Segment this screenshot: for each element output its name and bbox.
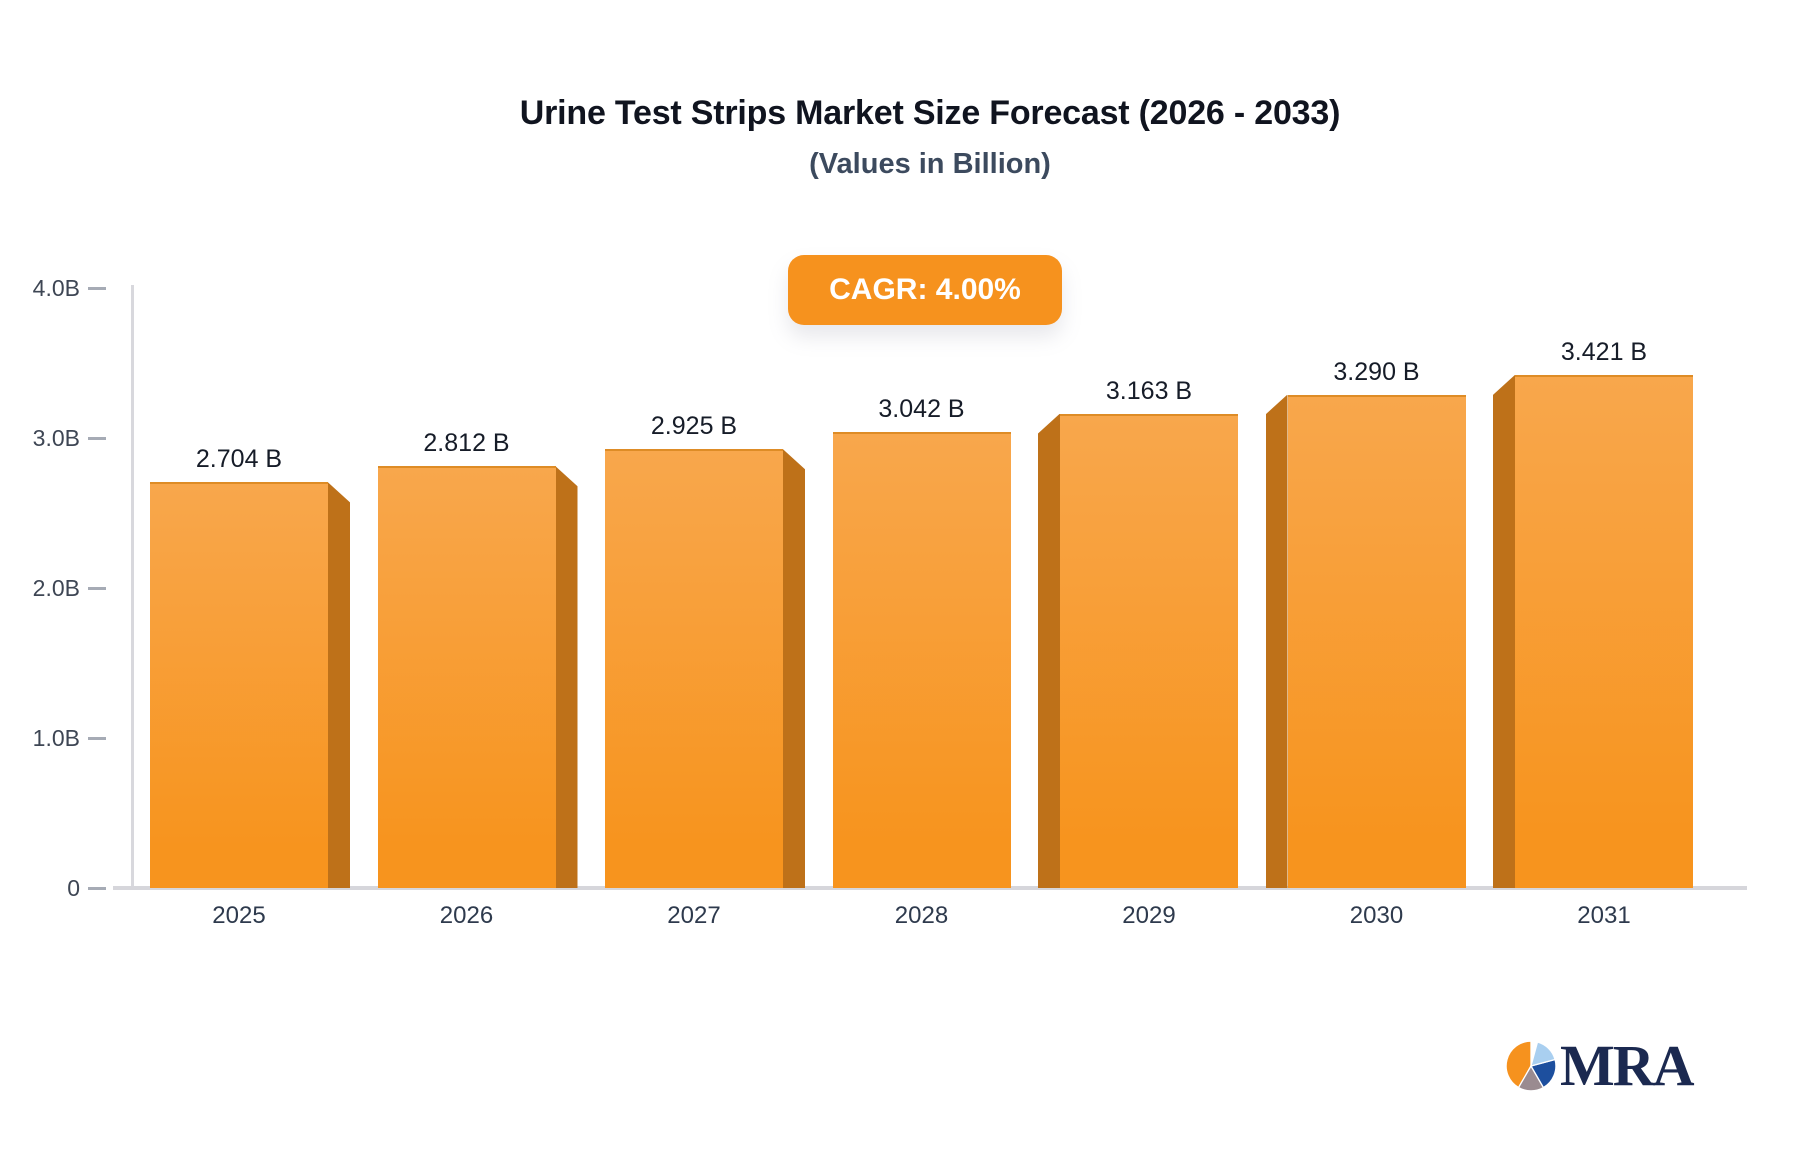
y-axis-tick [88, 587, 106, 590]
y-axis-label-4.0B: 4.0B [32, 275, 80, 301]
y-axis-label-3.0B: 3.0B [32, 425, 80, 451]
cagr-badge: CAGR: 4.00% [788, 255, 1062, 325]
bar-side-face-2029 [1038, 413, 1060, 888]
y-axis-label-2.0B: 2.0B [32, 575, 80, 601]
bar-value-label-2031: 3.421 B [1560, 337, 1648, 366]
bar-side-face-2027 [783, 449, 805, 888]
y-axis-line [131, 285, 134, 888]
x-axis-label-2027: 2027 [667, 902, 721, 929]
x-axis-line [113, 886, 1747, 890]
bar-2027 [605, 449, 783, 888]
y-axis-tick [88, 887, 106, 890]
x-axis-label-2026: 2026 [439, 902, 494, 929]
y-axis-tick [88, 737, 106, 740]
bar-2030 [1287, 394, 1466, 888]
bar-2028 [832, 431, 1011, 888]
chart-title: Urine Test Strips Market Size Forecast (… [519, 94, 1341, 132]
logo-pie-slice-light-blue [1530, 1041, 1556, 1067]
y-axis-label-1.0B: 1.0B [32, 725, 80, 751]
bar-2026 [377, 466, 556, 888]
bar-value-label-2027: 2.925 B [650, 412, 738, 441]
y-axis-label-0: 0 [67, 875, 80, 901]
bar-2029 [1060, 413, 1238, 888]
y-axis-tick [88, 437, 106, 440]
bar-side-face-2025 [328, 482, 350, 888]
bar-side-face-2031 [1493, 374, 1515, 888]
x-axis-label-2030: 2030 [1349, 902, 1404, 929]
x-axis-label-2028: 2028 [894, 902, 949, 929]
bar-2025 [150, 482, 328, 888]
x-axis-label-2031: 2031 [1577, 902, 1631, 929]
pie-chart-logo-icon [1505, 1040, 1557, 1092]
logo-text: MRA [1560, 1033, 1695, 1098]
bar-2031 [1515, 374, 1693, 888]
bar-value-label-2026: 2.812 B [423, 429, 510, 458]
bar-value-label-2030: 3.290 B [1333, 357, 1420, 386]
bar-value-label-2025: 2.704 B [195, 445, 283, 474]
bar-side-face-2030 [1265, 394, 1288, 888]
bar-side-face-2026 [555, 466, 578, 888]
chart-subtitle: (Values in Billion) [809, 148, 1051, 180]
x-axis-label-2029: 2029 [1122, 902, 1176, 929]
bar-value-label-2029: 3.163 B [1105, 376, 1193, 405]
y-axis-tick [88, 287, 106, 290]
x-axis-label-2025: 2025 [212, 902, 266, 929]
brand-logo: MRA [1505, 1033, 1695, 1098]
bar-value-label-2028: 3.042 B [878, 394, 965, 423]
